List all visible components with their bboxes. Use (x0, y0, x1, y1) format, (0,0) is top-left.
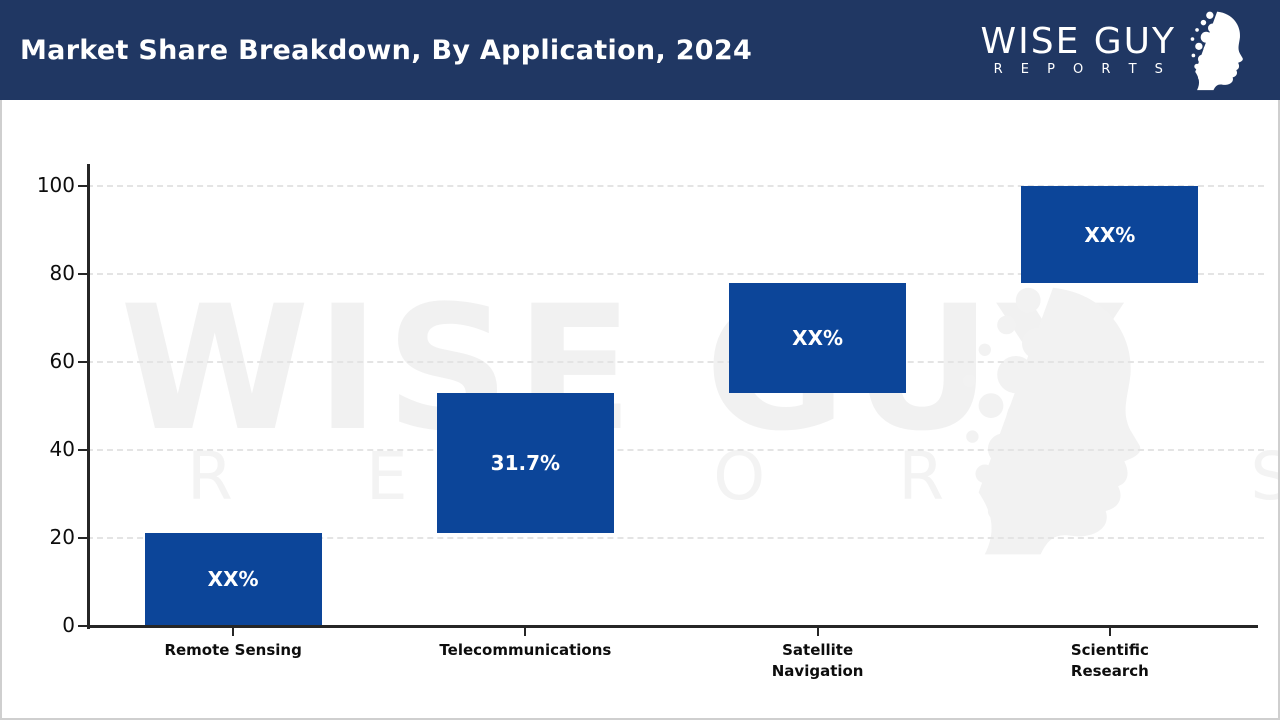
y-tick-label: 0 (62, 613, 75, 637)
bar-value-label: XX% (1084, 222, 1136, 247)
chart-area: WISE GUY R E P O R T S 0 20 40 60 80 100 XX% Re… (0, 100, 1280, 720)
logo-name: WISE GUY (980, 20, 1176, 62)
y-axis-tick (78, 625, 87, 627)
gridline (87, 185, 1264, 187)
y-axis-tick (78, 449, 87, 451)
y-axis-tick (78, 361, 87, 363)
x-tick-label: Remote Sensing (164, 641, 302, 659)
wiseguy-logo: WISE GUY R E P O R T S (981, 8, 1255, 92)
header-bar: Market Share Breakdown, By Application, … (0, 0, 1280, 100)
y-tick-label: 20 (49, 525, 75, 549)
face-logo-icon (1190, 11, 1243, 91)
watermark-text: WISE GUY (120, 268, 1129, 469)
x-tick-label: Telecommunications (439, 641, 612, 659)
x-tick-label: Scientific Research (1070, 641, 1149, 680)
x-tick-label: Satellite Navigation (771, 641, 864, 680)
y-axis-tick (78, 537, 87, 539)
gridline (87, 537, 1264, 539)
bar-value-label: XX% (207, 567, 259, 592)
bar-value-label: XX% (792, 326, 844, 351)
y-axis-tick (78, 273, 87, 275)
x-axis-tick (524, 628, 527, 636)
bar-value-label: 31.7% (490, 450, 561, 475)
gridline (87, 361, 1264, 363)
y-tick-label: 60 (49, 349, 75, 373)
x-axis-line (87, 625, 1258, 628)
y-tick-label: 100 (36, 173, 75, 197)
bar: 31.7% (436, 393, 614, 533)
y-tick-label: 40 (49, 437, 75, 461)
x-axis-tick (1108, 628, 1111, 636)
bar: XX% (729, 283, 907, 394)
x-axis-tick (232, 628, 235, 636)
page-title: Market Share Breakdown, By Application, … (20, 34, 753, 66)
bar: XX% (1021, 186, 1199, 284)
logo-text: WISE GUY R E P O R T S (980, 20, 1177, 78)
x-axis-tick (816, 628, 819, 636)
bar: XX% (144, 532, 322, 626)
gridline (87, 273, 1264, 275)
logo-subtitle: R E P O R T S (993, 62, 1170, 78)
y-axis-line (87, 164, 90, 629)
gridline (87, 449, 1264, 451)
y-axis-tick (78, 185, 87, 187)
y-tick-label: 80 (49, 261, 75, 285)
